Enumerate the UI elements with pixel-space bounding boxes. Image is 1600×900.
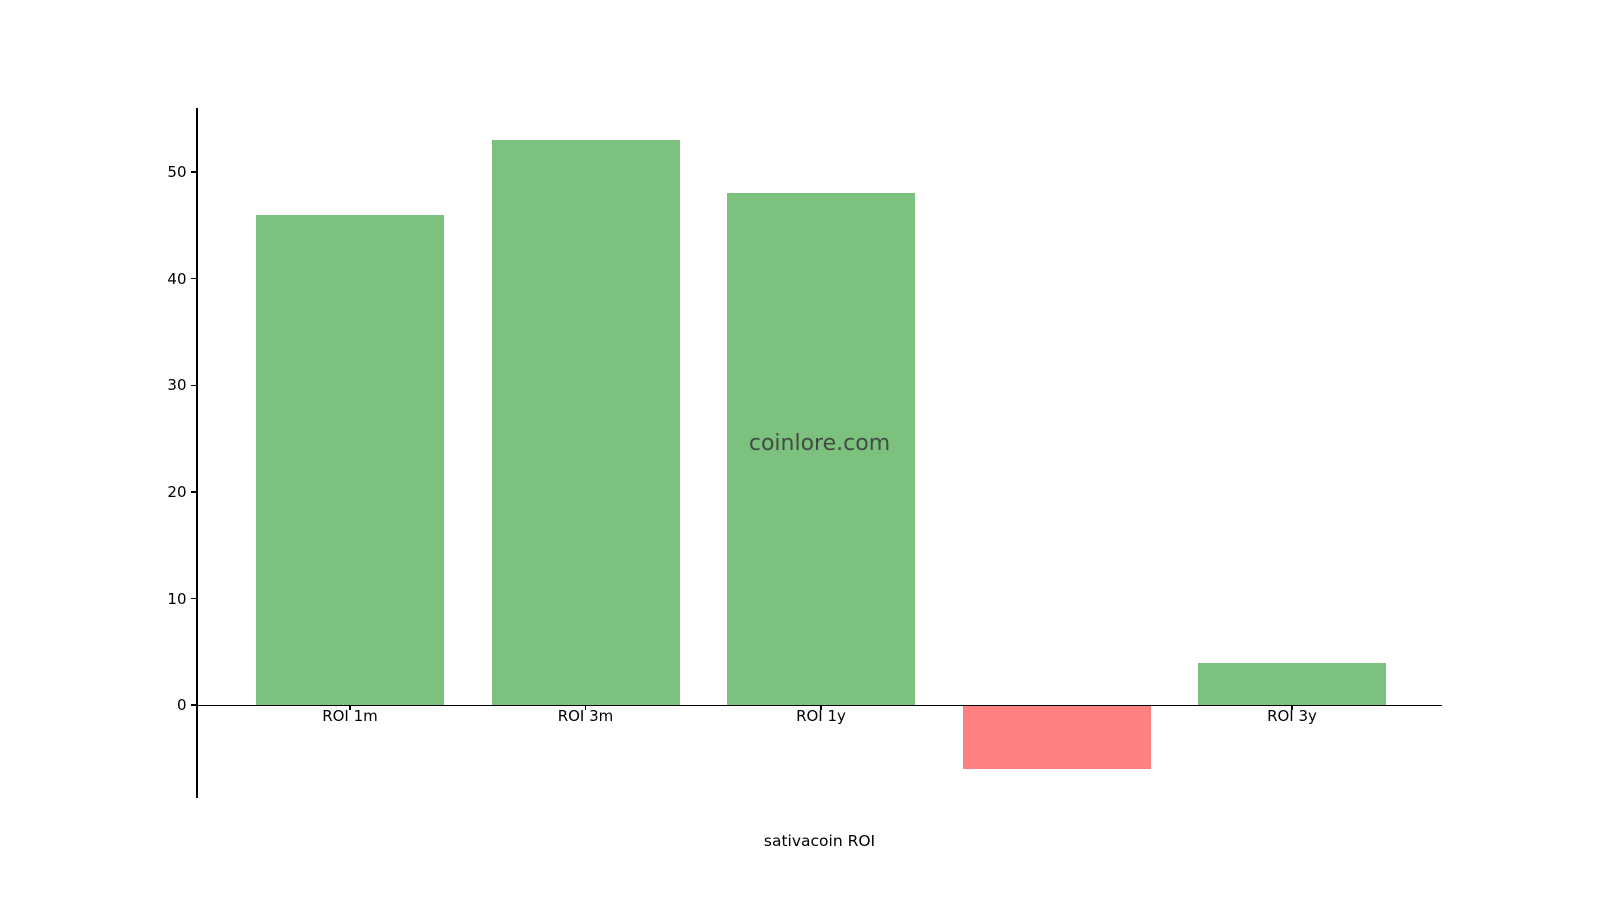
- x-tick-label-roi-3y: ROI 3y: [1267, 707, 1317, 726]
- bar-category-3: [962, 705, 1151, 770]
- x-axis-line: [197, 704, 1442, 706]
- x-tick-label-roi-1m: ROI 1m: [322, 707, 378, 726]
- y-tick-50: [190, 171, 197, 173]
- bar-roi-1y: [727, 193, 915, 706]
- watermark-text: coinlore.com: [748, 431, 891, 456]
- bar-roi-3m: [491, 139, 680, 706]
- y-tick-label-30: 30: [167, 376, 187, 395]
- x-tick-roi-3m: [584, 705, 587, 711]
- y-tick-20: [190, 491, 197, 493]
- x-tick-roi-3y: [1291, 705, 1293, 711]
- x-tick-roi-1y: [820, 705, 822, 711]
- x-tick-roi-1m: [349, 705, 351, 711]
- x-tick-label-roi-1y: ROI 1y: [796, 707, 846, 726]
- y-axis-line: [196, 108, 198, 798]
- y-tick-label-20: 20: [167, 482, 187, 501]
- chart-title: sativacoin ROI: [763, 832, 876, 850]
- y-tick-label-40: 40: [167, 269, 187, 288]
- y-tick-40: [190, 277, 197, 280]
- x-tick-label-roi-3m: ROI 3m: [557, 707, 614, 726]
- y-tick-0: [190, 704, 197, 706]
- y-tick-10: [190, 597, 197, 600]
- y-tick-label-10: 10: [167, 589, 187, 608]
- bar-roi-1m: [256, 214, 444, 706]
- bar-roi-3y: [1198, 662, 1386, 706]
- y-tick-30: [190, 384, 197, 387]
- y-tick-label-50: 50: [167, 162, 187, 181]
- y-tick-label-0: 0: [176, 696, 187, 715]
